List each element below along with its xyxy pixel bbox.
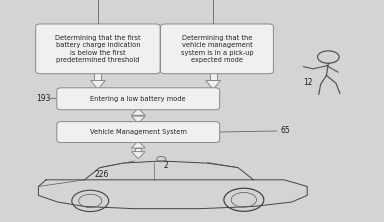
Polygon shape (131, 108, 145, 115)
Text: 193: 193 (36, 94, 51, 103)
Bar (210, 72, 217, 80)
Polygon shape (91, 80, 105, 89)
FancyBboxPatch shape (57, 122, 220, 143)
Polygon shape (131, 116, 145, 123)
Polygon shape (131, 152, 145, 159)
Bar (135, 115, 141, 116)
Polygon shape (206, 80, 220, 89)
Bar (94, 72, 101, 80)
Text: 226: 226 (94, 170, 108, 179)
Text: Determining that the first
battery charge indication
is below the first
predeter: Determining that the first battery charg… (55, 35, 141, 63)
Text: Entering a low battery mode: Entering a low battery mode (90, 96, 186, 102)
FancyBboxPatch shape (36, 24, 160, 74)
Text: 12: 12 (303, 78, 313, 87)
Bar (135, 148, 141, 152)
Polygon shape (131, 141, 145, 148)
Text: Determining that the
vehicle management
system is in a pick-up
expected mode: Determining that the vehicle management … (180, 35, 253, 63)
Text: 65: 65 (280, 127, 290, 135)
FancyBboxPatch shape (57, 88, 220, 110)
FancyBboxPatch shape (161, 24, 273, 74)
Text: 2: 2 (163, 161, 168, 170)
Text: Vehicle Management System: Vehicle Management System (90, 129, 187, 135)
